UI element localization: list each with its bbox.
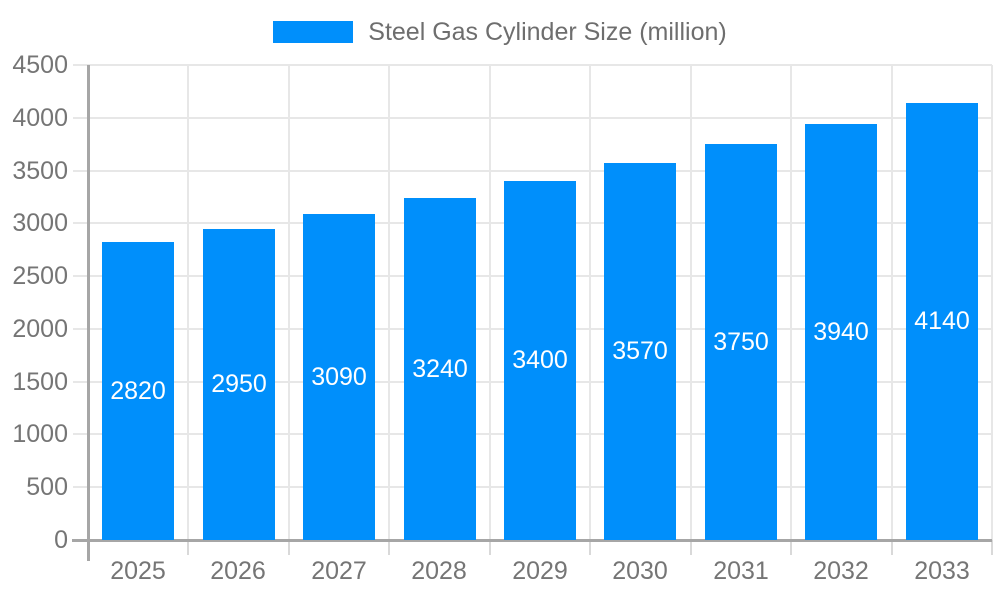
bar-2030[interactable]: 3570 xyxy=(604,163,676,540)
y-tick xyxy=(73,486,88,488)
x-tick xyxy=(891,540,893,555)
bar-value-label: 3090 xyxy=(311,362,367,391)
x-axis-tick-label: 2027 xyxy=(311,557,367,585)
y-tick xyxy=(73,433,88,435)
v-gridline xyxy=(991,65,993,540)
y-tick xyxy=(73,328,88,330)
bar-2033[interactable]: 4140 xyxy=(906,103,978,540)
v-gridline xyxy=(891,65,893,540)
x-tick xyxy=(187,540,189,555)
bar-value-label: 4140 xyxy=(914,307,970,335)
y-axis-tick-label: 4000 xyxy=(12,104,68,132)
y-axis-tick-label: 4500 xyxy=(12,51,68,79)
x-axis-tick-label: 2031 xyxy=(713,557,769,585)
y-tick xyxy=(73,117,88,119)
bar-2032[interactable]: 3940 xyxy=(805,124,877,540)
bar-value-label: 2820 xyxy=(110,376,166,405)
v-gridline xyxy=(690,65,692,540)
y-axis-line xyxy=(87,65,90,561)
v-gridline xyxy=(187,65,189,540)
bar-2028[interactable]: 3240 xyxy=(404,198,476,540)
x-axis-tick-label: 2032 xyxy=(813,557,869,585)
bar-value-label: 3570 xyxy=(612,337,668,365)
y-axis-tick-label: 3000 xyxy=(12,209,68,237)
x-tick xyxy=(589,540,591,555)
y-axis-tick-label: 2500 xyxy=(12,262,68,290)
bar-2031[interactable]: 3750 xyxy=(705,144,777,540)
h-gridline xyxy=(88,64,992,66)
bar-value-label: 3750 xyxy=(713,327,769,356)
y-tick xyxy=(73,64,88,66)
y-tick xyxy=(73,381,88,383)
v-gridline xyxy=(388,65,390,540)
legend-swatch-icon xyxy=(273,21,354,43)
x-tick xyxy=(288,540,290,555)
y-axis-tick-label: 500 xyxy=(26,473,68,501)
x-axis-tick-label: 2026 xyxy=(210,557,266,585)
bar-2029[interactable]: 3400 xyxy=(504,181,576,540)
h-gridline xyxy=(88,117,992,119)
y-axis-tick-label: 1500 xyxy=(12,368,68,396)
bar-value-label: 3400 xyxy=(512,346,568,374)
x-tick xyxy=(489,540,491,555)
bar-value-label: 3940 xyxy=(813,317,869,346)
bar-2027[interactable]: 3090 xyxy=(303,214,375,540)
x-tick xyxy=(388,540,390,555)
y-tick xyxy=(73,275,88,277)
x-axis-tick-label: 2030 xyxy=(612,557,668,585)
bar-2025[interactable]: 2820 xyxy=(102,242,174,540)
x-tick xyxy=(690,540,692,555)
v-gridline xyxy=(589,65,591,540)
x-axis-tick-label: 2025 xyxy=(110,557,166,585)
bar-value-label: 2950 xyxy=(211,370,267,398)
h-gridline xyxy=(88,170,992,172)
v-gridline xyxy=(489,65,491,540)
y-axis-tick-label: 0 xyxy=(54,526,68,554)
y-tick xyxy=(73,170,88,172)
y-axis-tick-label: 1000 xyxy=(12,420,68,448)
legend-item[interactable]: Steel Gas Cylinder Size (million) xyxy=(0,14,1000,50)
x-axis-line xyxy=(72,539,992,542)
x-axis-tick-label: 2033 xyxy=(914,557,970,585)
y-axis-tick-label: 2000 xyxy=(12,315,68,343)
v-gridline xyxy=(288,65,290,540)
x-tick xyxy=(991,540,993,555)
bar-value-label: 3240 xyxy=(412,354,468,383)
bar-2026[interactable]: 2950 xyxy=(203,229,275,540)
v-gridline xyxy=(790,65,792,540)
x-tick xyxy=(790,540,792,555)
y-tick xyxy=(73,222,88,224)
x-axis-tick-label: 2028 xyxy=(411,557,467,585)
y-axis-tick-label: 3500 xyxy=(12,157,68,185)
x-axis-tick-label: 2029 xyxy=(512,557,568,585)
legend-label: Steel Gas Cylinder Size (million) xyxy=(368,17,727,46)
